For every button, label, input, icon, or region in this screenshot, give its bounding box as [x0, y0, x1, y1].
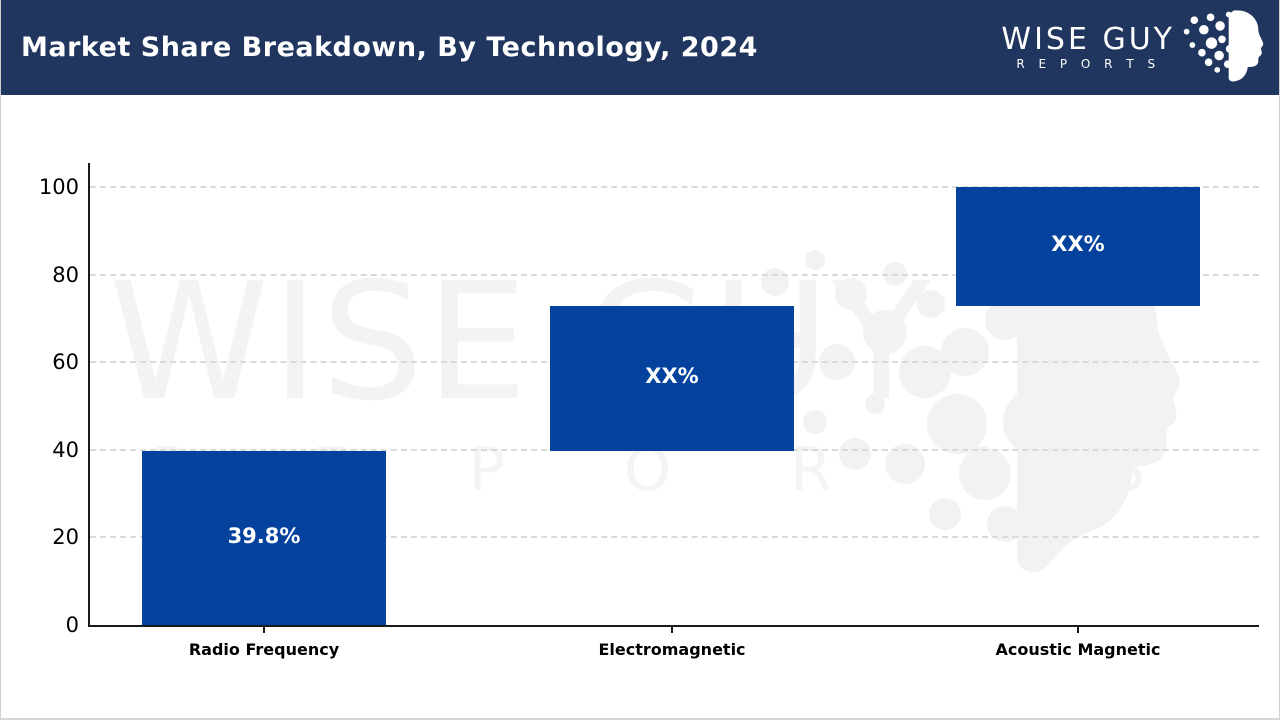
- x-tick: [671, 627, 673, 633]
- y-tick-label: 60: [52, 350, 79, 375]
- y-tick-label: 40: [52, 437, 79, 462]
- category-label: Radio Frequency: [188, 640, 340, 659]
- brand-subtitle: R E P O R T S: [1016, 57, 1161, 72]
- bar-value-label: XX%: [645, 364, 699, 389]
- y-tick-label: 100: [38, 175, 79, 199]
- page-title: Market Share Breakdown, By Technology, 2…: [21, 32, 758, 63]
- x-tick: [263, 627, 265, 633]
- y-tick-label: 20: [52, 525, 79, 550]
- brand-logo-text: WISE GUY R E P O R T S: [1001, 24, 1175, 72]
- y-tick-label: 0: [65, 613, 79, 637]
- grid-line: [90, 186, 1259, 188]
- bar: [956, 187, 1200, 306]
- header-band: Market Share Breakdown, By Technology, 2…: [1, 0, 1279, 95]
- head-profile-dots-icon: [1179, 3, 1265, 93]
- y-axis: [88, 163, 90, 627]
- bar-value-label: 39.8%: [227, 523, 301, 548]
- bar: [550, 305, 794, 451]
- bar: [142, 450, 386, 625]
- grid-line: [90, 273, 1259, 276]
- head-profile-dots-watermark: [753, 222, 1193, 592]
- x-tick: [1077, 627, 1079, 633]
- bar-value-label: XX%: [1051, 232, 1105, 257]
- category-label: Electromagnetic: [598, 640, 746, 659]
- brand-name: WISE GUY: [1001, 21, 1175, 57]
- y-tick-label: 80: [52, 262, 79, 287]
- grid-line: [90, 536, 1259, 539]
- x-axis: [88, 625, 1259, 627]
- brand-logo: WISE GUY R E P O R T S: [1001, 3, 1265, 93]
- category-label: Acoustic Magnetic: [995, 640, 1161, 659]
